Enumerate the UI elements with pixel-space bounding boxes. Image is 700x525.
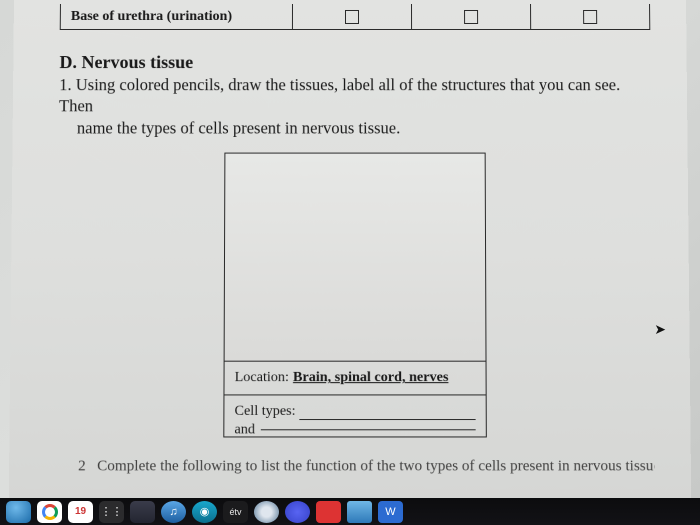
cutoff-num: 2 — [78, 458, 86, 474]
worksheet-page: Base of urethra (urination) D. Nervous t… — [9, 0, 692, 505]
blank-line — [300, 408, 476, 420]
launchpad-icon[interactable]: ⋮⋮ — [99, 501, 124, 523]
checkbox-cell — [412, 4, 531, 29]
tissue-diagram-box: Location: Brain, spinal cord, nerves Cel… — [223, 153, 487, 438]
checkbox-cell — [293, 4, 412, 29]
folder-icon[interactable] — [347, 501, 372, 523]
podcasts-icon[interactable]: ◉ — [192, 501, 217, 523]
cutoff-body: Complete the following to list the funct… — [97, 458, 654, 474]
app-icon[interactable] — [130, 501, 155, 523]
word-icon[interactable]: W — [378, 501, 403, 523]
calendar-icon[interactable]: 19 — [68, 501, 93, 523]
taskbar: 19 ⋮⋮ ♫ ◉ étv W — [0, 498, 700, 525]
checkbox-icon — [345, 9, 359, 23]
instruction-text: 1. Using colored pencils, draw the tissu… — [59, 74, 652, 139]
cutoff-instruction: 2 Complete the following to list the fun… — [78, 458, 654, 475]
mouse-cursor-icon: ➤ — [654, 322, 666, 339]
appletv-icon[interactable]: étv — [223, 501, 248, 523]
location-label: Location: — [235, 370, 289, 386]
location-value: Brain, spinal cord, nerves — [293, 370, 448, 386]
music-icon[interactable]: ♫ — [161, 501, 186, 523]
chrome-icon[interactable] — [37, 501, 62, 523]
and-label: and — [234, 422, 255, 438]
safari-icon[interactable] — [254, 501, 279, 523]
checkbox-cell — [531, 4, 649, 29]
celltypes-row: Cell types: and — [224, 396, 486, 437]
top-table-row: Base of urethra (urination) — [60, 4, 651, 30]
instruction-line-2: name the types of cells present in nervo… — [59, 117, 652, 139]
discord-icon[interactable] — [285, 501, 310, 523]
section-heading: D. Nervous tissue — [59, 52, 650, 73]
celltypes-label: Cell types: — [235, 404, 296, 420]
drawing-area — [225, 154, 486, 362]
app-icon[interactable] — [316, 501, 341, 523]
recycle-bin-icon[interactable] — [6, 501, 31, 523]
checkbox-icon — [464, 9, 478, 23]
location-row: Location: Brain, spinal cord, nerves — [224, 362, 485, 396]
row-label: Base of urethra (urination) — [61, 4, 293, 29]
instruction-line-1: Using colored pencils, draw the tissues,… — [59, 75, 620, 116]
blank-line — [261, 430, 476, 431]
item-number: 1. — [59, 75, 72, 94]
checkbox-icon — [583, 9, 597, 23]
